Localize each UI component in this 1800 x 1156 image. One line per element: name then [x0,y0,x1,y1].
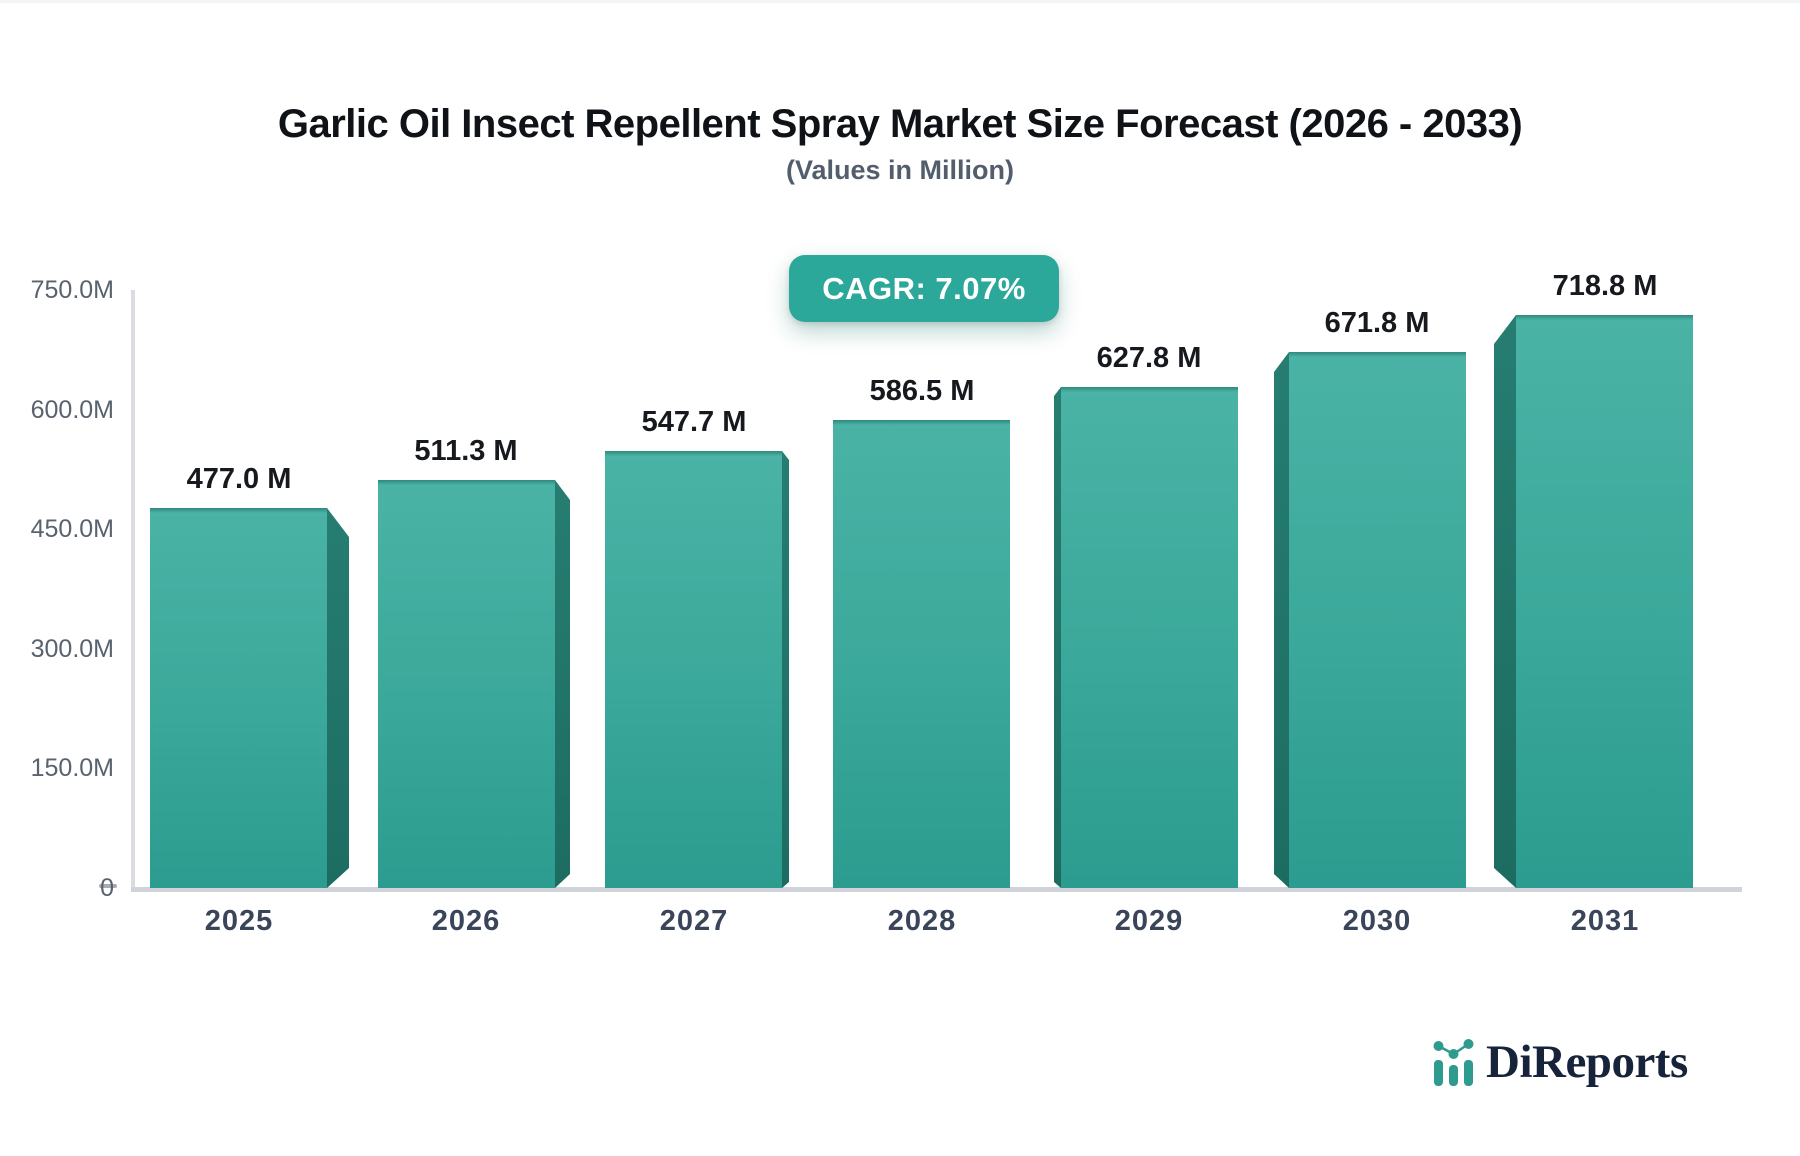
bar-value-label-2026: 511.3 M [414,435,518,467]
bar-side-2029 [1054,387,1061,888]
brand-logo[interactable]: DiReports [1430,1034,1688,1088]
bar-value-label-2025: 477.0 M [186,463,292,495]
bar-side-2031 [1494,315,1516,888]
x-tick-label-2031: 2031 [1570,905,1640,937]
bar-value-label-2029: 627.8 M [1096,342,1202,374]
bar-2029[interactable] [1061,387,1238,888]
bar-2031[interactable] [1516,315,1693,888]
cagr-badge-label: CAGR: 7.07% [822,270,1026,306]
bar-2028[interactable] [833,420,1010,888]
y-tick-label-300.0M: 300.0M [30,634,114,663]
x-tick-label-2025: 2025 [204,905,274,937]
y-axis-line [131,290,135,891]
cagr-badge: CAGR: 7.07% [789,255,1059,322]
x-axis-baseline [131,887,1742,892]
y-tick-label-450.0M: 450.0M [30,515,114,544]
bar-value-label-2030: 671.8 M [1324,307,1430,339]
bar-2025[interactable] [150,508,327,888]
bar-value-label-2031: 718.8 M [1552,270,1658,302]
x-tick-label-2026: 2026 [431,905,501,937]
chart-title: Garlic Oil Insect Repellent Spray Market… [277,102,1523,146]
bar-side-2025 [327,508,349,888]
bar-side-2030 [1274,352,1289,888]
x-tick-label-2029: 2029 [1114,905,1184,937]
y-tick-label-0: 0 [100,874,114,902]
bar-line-chart-icon [1433,1039,1474,1086]
x-tick-label-2028: 2028 [887,905,957,937]
bar-2027[interactable] [605,451,782,888]
x-tick-label-2030: 2030 [1342,905,1412,937]
bar-value-label-2027: 547.7 M [641,406,747,438]
bar-side-2027 [782,451,789,888]
y-tick-label-150.0M: 150.0M [30,754,114,783]
bar-2026[interactable] [378,480,555,888]
y-tick-label-750.0M: 750.0M [30,276,114,304]
chart-subtitle: (Values in Million) [785,155,1015,185]
bar-value-label-2028: 586.5 M [869,375,975,407]
x-tick-label-2027: 2027 [659,905,729,937]
y-axis-zero-tick [99,884,117,888]
brand-name: DiReports [1486,1036,1688,1088]
bar-2030[interactable] [1289,352,1466,888]
bar-side-2026 [555,480,570,888]
y-tick-label-600.0M: 600.0M [30,395,114,424]
top-hairline [0,0,1800,3]
